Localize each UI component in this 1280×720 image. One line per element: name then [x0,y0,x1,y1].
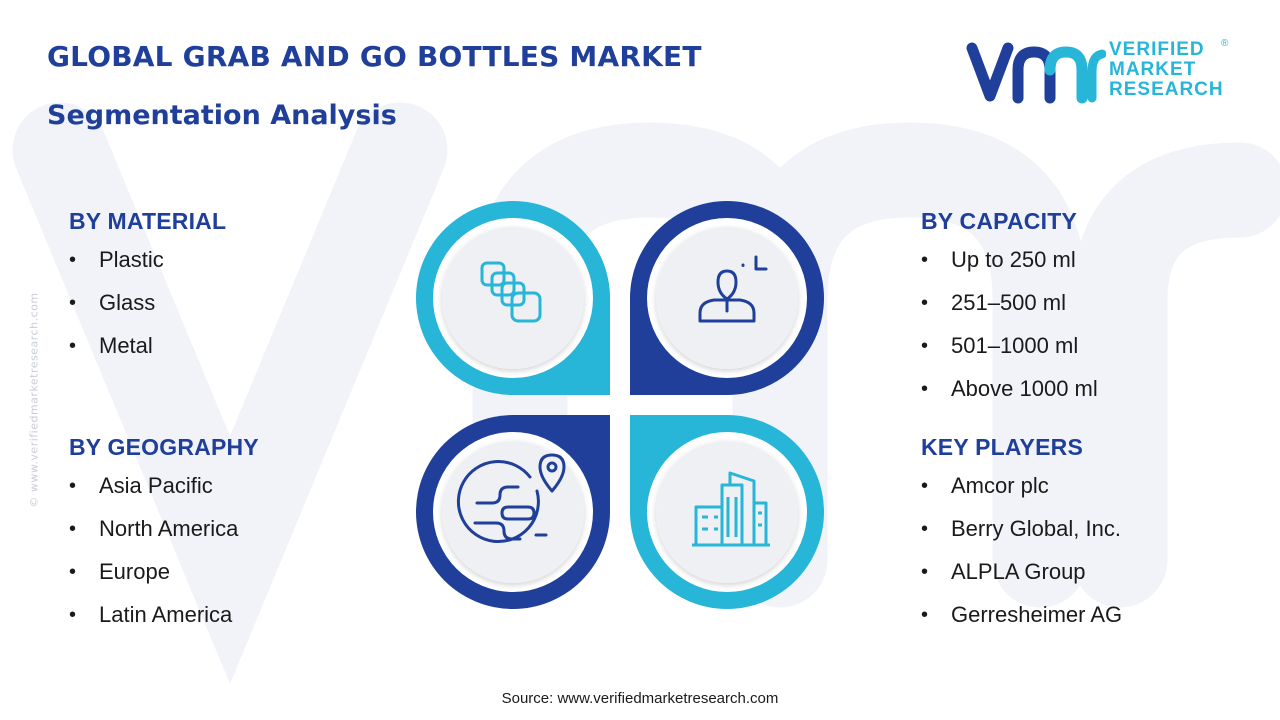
registered-mark: ® [1221,38,1229,49]
stacked-squares-icon [480,261,542,323]
page-subtitle: Segmentation Analysis [47,100,397,131]
section-by-capacity: BY CAPACITY Up to 250 ml 251–500 ml 501–… [921,208,1098,419]
section-key-players: KEY PLAYERS Amcor plc Berry Global, Inc.… [921,434,1122,645]
segment-list: Up to 250 ml 251–500 ml 501–1000 ml Abov… [921,247,1098,419]
list-item: Latin America [69,602,259,645]
section-by-material: BY MATERIAL Plastic Glass Metal [69,208,226,376]
side-watermark: © www.verifiedmarketresearch.com [27,292,41,508]
vmr-logo: VERIFIED MARKET RESEARCH ® [966,38,1236,104]
list-item: Up to 250 ml [921,247,1098,290]
section-by-geography: BY GEOGRAPHY Asia Pacific North America … [69,434,259,645]
source-citation: Source: www.verifiedmarketresearch.com [501,690,779,707]
section-heading: BY CAPACITY [921,208,1077,234]
logo-line-2: MARKET [1109,59,1197,80]
segment-list: Plastic Glass Metal [69,247,226,376]
page-title: GLOBAL GRAB AND GO BOTTLES MARKET [47,40,702,73]
logo-line-3: RESEARCH [1109,79,1224,100]
list-item: Metal [69,333,226,376]
vmr-logo-text: VERIFIED MARKET RESEARCH [1109,40,1224,100]
segment-list: Asia Pacific North America Europe Latin … [69,473,259,645]
section-heading: KEY PLAYERS [921,434,1083,460]
list-item: 501–1000 ml [921,333,1098,376]
segment-list: Amcor plc Berry Global, Inc. ALPLA Group… [921,473,1122,645]
list-item: Plastic [69,247,226,290]
person-target-icon [698,255,768,323]
logo-line-1: VERIFIED [1109,39,1205,60]
list-item: ALPLA Group [921,559,1122,602]
list-item: Amcor plc [921,473,1122,516]
list-item: 251–500 ml [921,290,1098,333]
list-item: Europe [69,559,259,602]
list-item: Berry Global, Inc. [921,516,1122,559]
vmr-logo-mark [966,42,1106,104]
segmentation-graphic [416,201,824,609]
petal-bottom-left [416,415,610,609]
section-heading: BY MATERIAL [69,208,227,234]
section-heading: BY GEOGRAPHY [69,434,259,460]
list-item: Glass [69,290,226,333]
list-item: Asia Pacific [69,473,259,516]
list-item: North America [69,516,259,559]
list-item: Gerresheimer AG [921,602,1122,645]
city-buildings-icon [692,471,770,547]
globe-location-icon [456,453,566,544]
list-item: Above 1000 ml [921,376,1098,419]
